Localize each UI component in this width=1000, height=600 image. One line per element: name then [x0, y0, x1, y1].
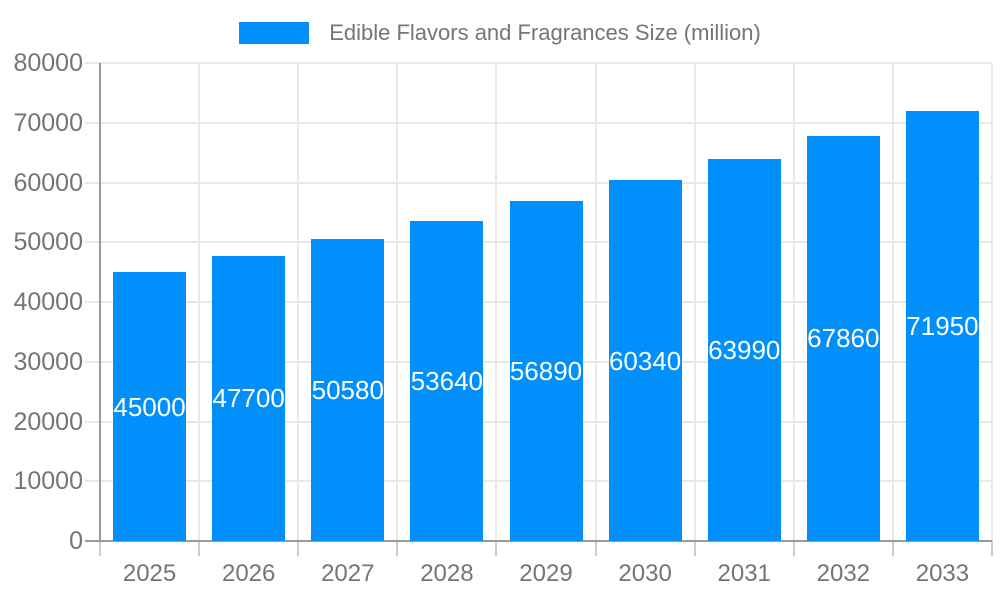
y-tick-label: 50000	[13, 228, 83, 257]
x-tick-label: 2032	[816, 560, 871, 587]
bar-value-label: 63990	[708, 334, 781, 365]
x-tick-label: 2033	[915, 560, 970, 587]
x-tick-label: 2026	[221, 560, 276, 587]
x-tick-label: 2029	[519, 560, 573, 587]
x-gridline	[991, 63, 993, 541]
y-tick	[85, 121, 100, 124]
y-tick	[85, 420, 100, 423]
bar-value-label: 56890	[509, 356, 583, 387]
x-gridline	[396, 63, 399, 541]
x-gridline	[297, 63, 300, 541]
x-tick	[396, 541, 399, 556]
bar-2033	[905, 111, 979, 541]
x-gridline	[891, 63, 894, 541]
bar-value-label: 45000	[113, 391, 186, 422]
y-tick-label: 60000	[13, 168, 83, 197]
y-tick-label: 20000	[13, 407, 83, 436]
x-tick	[594, 541, 597, 556]
x-gridline	[495, 63, 498, 541]
bar-value-label: 47700	[212, 383, 285, 414]
y-tick	[85, 241, 100, 244]
x-tick-label: 2028	[420, 560, 474, 587]
y-tick	[85, 480, 100, 483]
y-tick-label: 30000	[13, 347, 83, 376]
y-gridline	[100, 62, 992, 64]
y-tick	[85, 360, 100, 363]
y-tick-label: 0	[69, 527, 83, 555]
x-tick	[693, 541, 696, 556]
bar-value-label: 50580	[311, 374, 384, 405]
x-axis-line	[85, 540, 992, 542]
bar-value-label: 71950	[906, 311, 979, 342]
y-tick	[85, 62, 100, 64]
x-tick	[297, 541, 300, 556]
bar-value-label: 60340	[608, 345, 682, 376]
legend-swatch	[239, 22, 310, 44]
bar-value-label: 53640	[410, 365, 484, 396]
y-tick	[85, 181, 100, 184]
bar-2031	[707, 158, 781, 541]
bar-2030	[608, 180, 682, 541]
x-tick-label: 2030	[618, 560, 672, 587]
x-gridline	[693, 63, 696, 541]
bar-2032	[806, 135, 880, 541]
x-tick	[99, 541, 101, 556]
x-tick	[991, 541, 993, 556]
legend-label: Edible Flavors and Fragrances Size (mill…	[329, 20, 761, 45]
bar-2028	[410, 220, 484, 541]
y-gridline	[100, 181, 992, 184]
x-tick-label: 2031	[717, 560, 771, 587]
x-gridline	[594, 63, 597, 541]
y-tick-label: 40000	[13, 288, 83, 316]
y-axis-line	[99, 63, 101, 541]
y-gridline	[100, 121, 992, 124]
x-tick	[891, 541, 894, 556]
bar-2027	[311, 238, 385, 541]
bar-2029	[509, 201, 583, 541]
x-gridline	[792, 63, 795, 541]
legend[interactable]: Edible Flavors and Fragrances Size (mill…	[0, 15, 1000, 51]
bar-2026	[212, 255, 286, 541]
x-tick	[198, 541, 201, 556]
y-tick-label: 10000	[13, 467, 83, 496]
y-tick-label: 80000	[13, 49, 83, 77]
x-tick-label: 2027	[321, 560, 375, 587]
bar-2025	[113, 272, 187, 541]
bar-value-label: 67860	[807, 323, 880, 354]
y-tick-label: 70000	[13, 108, 83, 137]
x-tick-label: 2025	[122, 560, 177, 587]
x-gridline	[198, 63, 201, 541]
x-tick	[495, 541, 498, 556]
y-tick	[85, 301, 100, 303]
x-tick	[792, 541, 795, 556]
